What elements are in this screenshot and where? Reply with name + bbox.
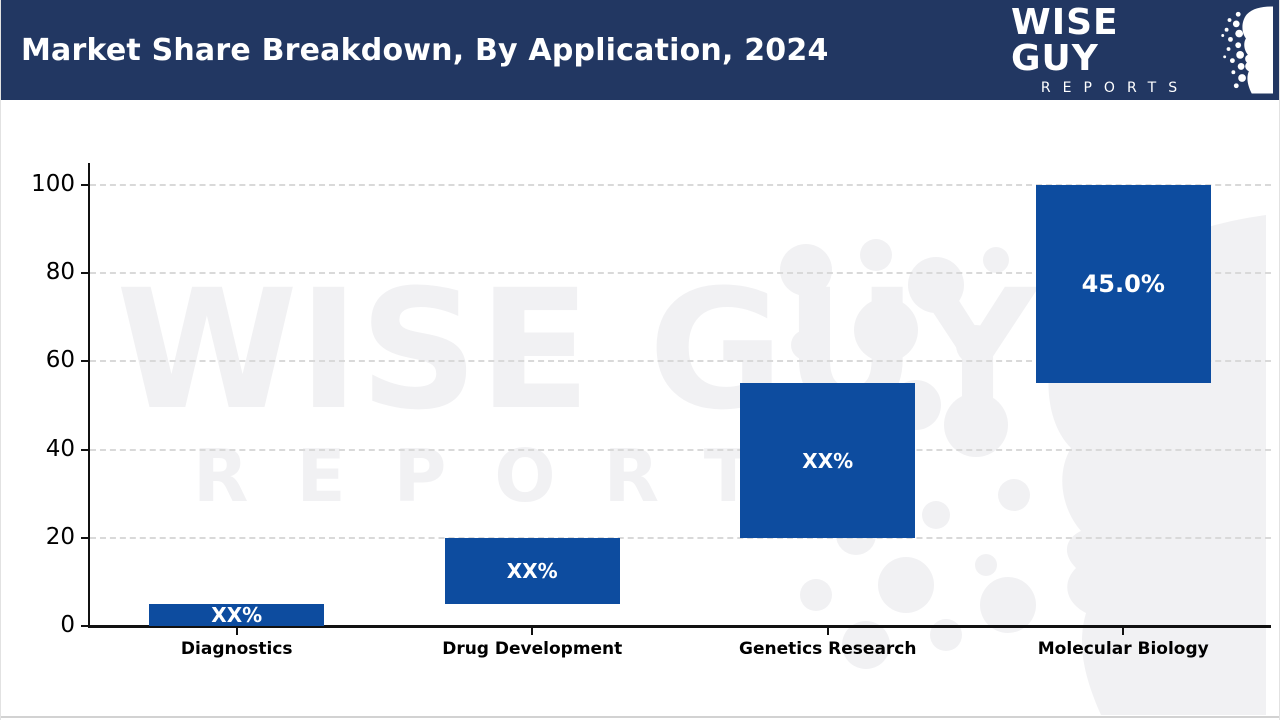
gridline-80 bbox=[90, 272, 1271, 275]
header-bar: Market Share Breakdown, By Application, … bbox=[1, 0, 1279, 100]
x-category-label: Molecular Biology bbox=[1037, 639, 1209, 659]
face-profile-icon bbox=[1221, 6, 1273, 94]
y-tick-mark bbox=[81, 448, 89, 451]
y-tick-mark bbox=[81, 536, 89, 539]
x-category-label: Diagnostics bbox=[180, 639, 293, 659]
x-axis-line bbox=[88, 625, 1271, 628]
y-tick-label: 100 bbox=[31, 171, 75, 197]
y-tick-mark bbox=[81, 184, 89, 186]
bottom-border bbox=[1, 716, 1279, 718]
y-tick-mark bbox=[81, 272, 89, 275]
x-category-label: Genetics Research bbox=[739, 639, 917, 659]
bar-drug-development: XX% bbox=[444, 537, 620, 604]
gridline-100 bbox=[90, 184, 1271, 186]
y-tick-mark bbox=[81, 625, 89, 627]
gridline-20 bbox=[90, 536, 1271, 539]
logo-reports-text: REPORTS bbox=[1040, 80, 1190, 96]
bar-value-label: XX% bbox=[506, 558, 558, 583]
y-axis-line bbox=[88, 163, 90, 628]
y-tick-label: 60 bbox=[45, 347, 75, 374]
bar-value-label: XX% bbox=[802, 448, 854, 473]
bar-value-label: 45.0% bbox=[1081, 270, 1165, 299]
y-tick-label: 0 bbox=[60, 612, 75, 638]
y-tick-label: 80 bbox=[45, 259, 75, 286]
x-tick-mark bbox=[531, 628, 534, 635]
bar-diagnostics: XX% bbox=[149, 602, 325, 627]
bar-value-label: XX% bbox=[211, 602, 263, 627]
bar-molecular-biology: 45.0% bbox=[1035, 185, 1211, 384]
y-tick-mark bbox=[81, 360, 89, 363]
y-tick-label: 20 bbox=[45, 523, 75, 550]
x-category-label: Drug Development bbox=[442, 639, 623, 659]
gridline-60 bbox=[90, 360, 1271, 363]
x-tick-mark bbox=[826, 628, 829, 635]
x-tick-mark bbox=[235, 628, 238, 635]
plot-area: 0 20 40 60 80 100 XX% Diagnostics XX% Drug Develo… bbox=[1, 100, 1279, 716]
wise-guy-reports-logo: WISE GUY REPORTS bbox=[1011, 5, 1273, 95]
logo-brand-text: WISE GUY bbox=[1011, 2, 1119, 79]
y-tick-label: 40 bbox=[45, 435, 75, 462]
x-tick-mark bbox=[1122, 628, 1125, 635]
logo-text-block: WISE GUY REPORTS bbox=[1011, 2, 1213, 96]
gridline-40 bbox=[90, 448, 1271, 451]
chart-title: Market Share Breakdown, By Application, … bbox=[21, 32, 829, 68]
bar-genetics-research: XX% bbox=[740, 383, 916, 538]
